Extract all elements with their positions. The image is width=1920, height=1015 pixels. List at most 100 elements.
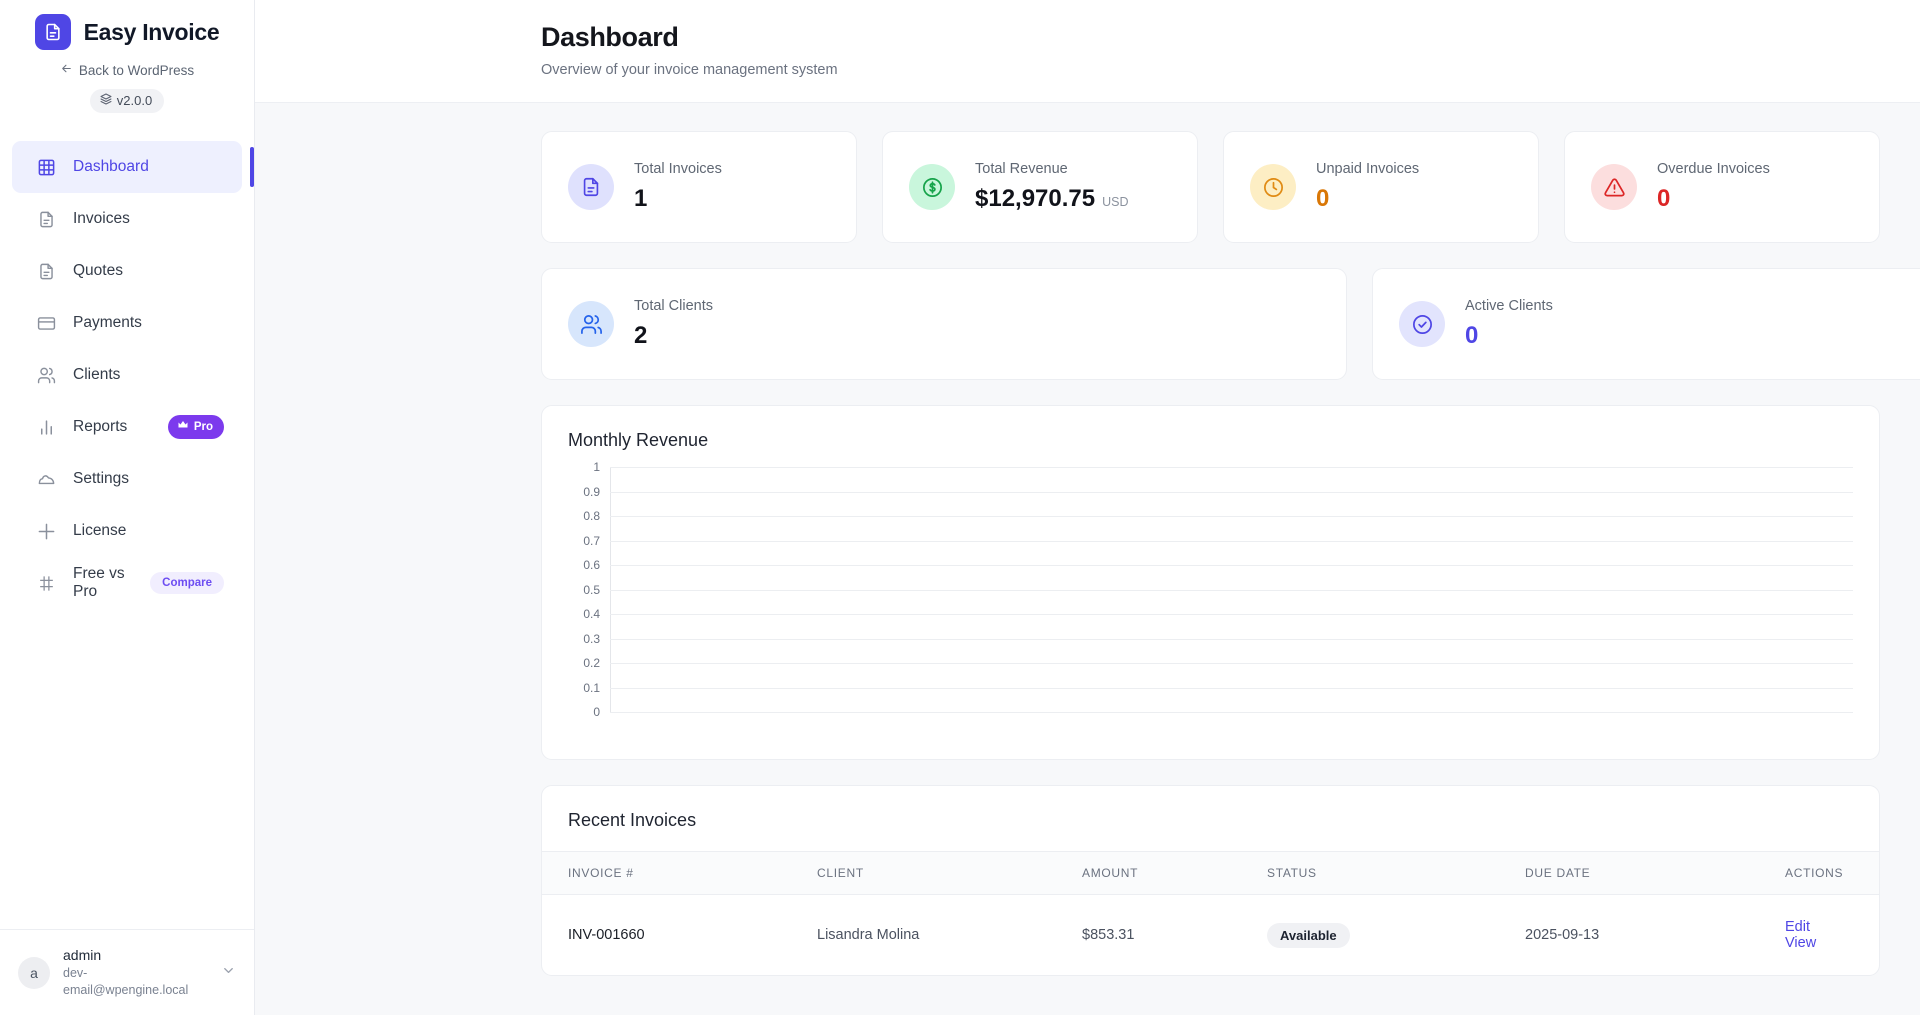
- stat-currency-suffix: USD: [1102, 195, 1129, 209]
- column-header-invoice: INVOICE #: [542, 851, 817, 895]
- chart-gridline: [610, 687, 1853, 689]
- chart-gridline: [610, 491, 1853, 493]
- sidebar-item-label: Invoices: [73, 210, 130, 227]
- sidebar-item-label: Reports: [73, 418, 128, 435]
- stat-value-wrap: 0: [1465, 322, 1553, 350]
- chart-plot-area: 1 0.9 0.8 0.7 0.6 0.5 0.4 0.3 0.2 0.1 0: [583, 460, 1853, 719]
- pro-badge[interactable]: Pro: [167, 415, 224, 439]
- sidebar-item-reports[interactable]: Reports Pro: [12, 401, 242, 453]
- chart-gridline: [610, 565, 1853, 566]
- plus-key-icon: [36, 521, 57, 542]
- crown-icon: [177, 419, 189, 434]
- chart-gridline: [610, 467, 1853, 468]
- stat-text: Total Clients 2: [634, 298, 713, 350]
- status-badge: Available: [1267, 922, 1350, 948]
- credit-card-icon: [36, 313, 57, 334]
- stat-text: Overdue Invoices 0: [1657, 161, 1770, 213]
- sidebar-item-free-vs-pro[interactable]: Free vs Pro Compare: [12, 557, 242, 609]
- page-header: Dashboard Overview of your invoice manag…: [255, 0, 1920, 103]
- sidebar-item-label: Clients: [73, 366, 121, 383]
- page-subtitle: Overview of your invoice management syst…: [541, 62, 838, 78]
- chevron-down-icon[interactable]: [221, 963, 236, 983]
- chart-y-tick-label: 1: [593, 460, 600, 474]
- sidebar-nav: Dashboard Invoices Quotes Payments: [0, 141, 254, 609]
- chart-gridline: [610, 638, 1853, 640]
- stat-label: Total Clients: [634, 298, 713, 314]
- document-icon: [36, 261, 57, 282]
- stats-row-primary: Total Invoices 1 Total Revenue $12,970.7…: [541, 131, 1880, 243]
- recent-invoices-panel: Recent Invoices INVOICE # CLIENT AMOUNT …: [541, 785, 1880, 976]
- bar-chart-icon: [36, 417, 57, 438]
- stat-value-wrap: $12,970.75 USD: [975, 185, 1129, 213]
- chart-gridline: [610, 589, 1853, 591]
- chart-gridline: [610, 663, 1853, 664]
- compare-badge[interactable]: Compare: [150, 572, 224, 594]
- sidebar-item-label: Settings: [73, 470, 130, 487]
- chart-gridline: [610, 516, 1853, 517]
- sidebar-item-invoices[interactable]: Invoices: [12, 193, 242, 245]
- stat-value: 2: [634, 322, 648, 349]
- sidebar-item-payments[interactable]: Payments: [12, 297, 242, 349]
- user-account-menu[interactable]: a admin dev-email@wpengine.local: [0, 929, 254, 1015]
- stat-text: Total Invoices 1: [634, 161, 722, 213]
- column-header-status: STATUS: [1267, 851, 1525, 895]
- sidebar-item-clients[interactable]: Clients: [12, 349, 242, 401]
- chart-y-tick-label: 0.7: [583, 533, 600, 548]
- stat-value-wrap: 1: [634, 185, 722, 213]
- column-header-amount: AMOUNT: [1082, 851, 1267, 895]
- chart-gridline: [610, 540, 1853, 542]
- stat-label: Unpaid Invoices: [1316, 161, 1420, 177]
- stat-label: Total Invoices: [634, 161, 722, 177]
- sidebar-item-label: Payments: [73, 314, 142, 331]
- sidebar-item-license[interactable]: License: [12, 505, 242, 557]
- chart-gridline: [610, 614, 1853, 615]
- chart-y-tick-label: 0.4: [583, 607, 600, 621]
- column-header-client: CLIENT: [817, 851, 1082, 895]
- page-title: Dashboard: [541, 22, 679, 52]
- stat-value: 1: [634, 185, 648, 212]
- chart-y-tick-label: 0.1: [583, 680, 600, 695]
- cloud-gear-icon: [36, 469, 57, 490]
- stat-value: 0: [1657, 185, 1671, 212]
- cell-amount: $853.31: [1082, 927, 1135, 943]
- cell-due-date: 2025-09-13: [1525, 927, 1600, 943]
- arrow-left-icon: [60, 62, 73, 78]
- table-row[interactable]: INV-001660 Lisandra Molina $853.31 Avail…: [542, 895, 1879, 976]
- user-meta: admin dev-email@wpengine.local: [63, 946, 208, 999]
- sidebar-item-dashboard[interactable]: Dashboard: [12, 141, 254, 193]
- chart-y-tick-label: 0.5: [583, 582, 600, 597]
- back-to-wordpress-link[interactable]: Back to WordPress: [60, 62, 194, 78]
- stat-label: Overdue Invoices: [1657, 161, 1770, 177]
- stat-label: Active Clients: [1465, 298, 1553, 314]
- brand-name: Easy Invoice: [83, 18, 220, 45]
- stat-card-total-invoices: Total Invoices 1: [541, 131, 857, 243]
- stat-label: Total Revenue: [975, 161, 1068, 177]
- document-icon: [36, 209, 57, 230]
- user-email: dev-email@wpengine.local: [63, 966, 189, 998]
- dashboard-body: Total Invoices 1 Total Revenue $12,970.7…: [255, 103, 1920, 976]
- stat-card-active-clients: Active Clients 0: [1372, 268, 1920, 380]
- avatar: a: [18, 956, 50, 989]
- sidebar-item-label: Free vs Pro: [73, 565, 125, 600]
- sidebar-item-label: Dashboard: [73, 158, 149, 175]
- chart-y-tick-label: 0.6: [583, 558, 600, 572]
- stat-value-wrap: 0: [1657, 185, 1770, 213]
- edit-link[interactable]: Edit: [1785, 919, 1810, 935]
- recent-invoices-table: INVOICE # CLIENT AMOUNT STATUS DUE DATE …: [542, 851, 1879, 975]
- users-icon: [36, 365, 57, 386]
- table-header: INVOICE # CLIENT AMOUNT STATUS DUE DATE …: [542, 851, 1879, 895]
- stat-card-total-revenue: Total Revenue $12,970.75 USD: [882, 131, 1198, 243]
- stat-text: Unpaid Invoices 0: [1316, 161, 1419, 213]
- view-link[interactable]: View: [1785, 935, 1817, 951]
- check-circle-icon: [1399, 301, 1445, 347]
- sidebar-item-settings[interactable]: Settings: [12, 453, 242, 505]
- chart-y-tick-label: 0.9: [583, 484, 600, 499]
- chart-y-tick-label: 0: [593, 705, 600, 719]
- sidebar-item-label: Quotes: [73, 262, 123, 279]
- version-label: v2.0.0: [116, 93, 153, 108]
- warning-triangle-icon: [1591, 164, 1637, 210]
- stat-card-unpaid-invoices: Unpaid Invoices 0: [1223, 131, 1539, 243]
- stats-row-secondary: Total Clients 2 Active Clients 0: [541, 268, 1920, 380]
- sidebar-item-quotes[interactable]: Quotes: [12, 245, 242, 297]
